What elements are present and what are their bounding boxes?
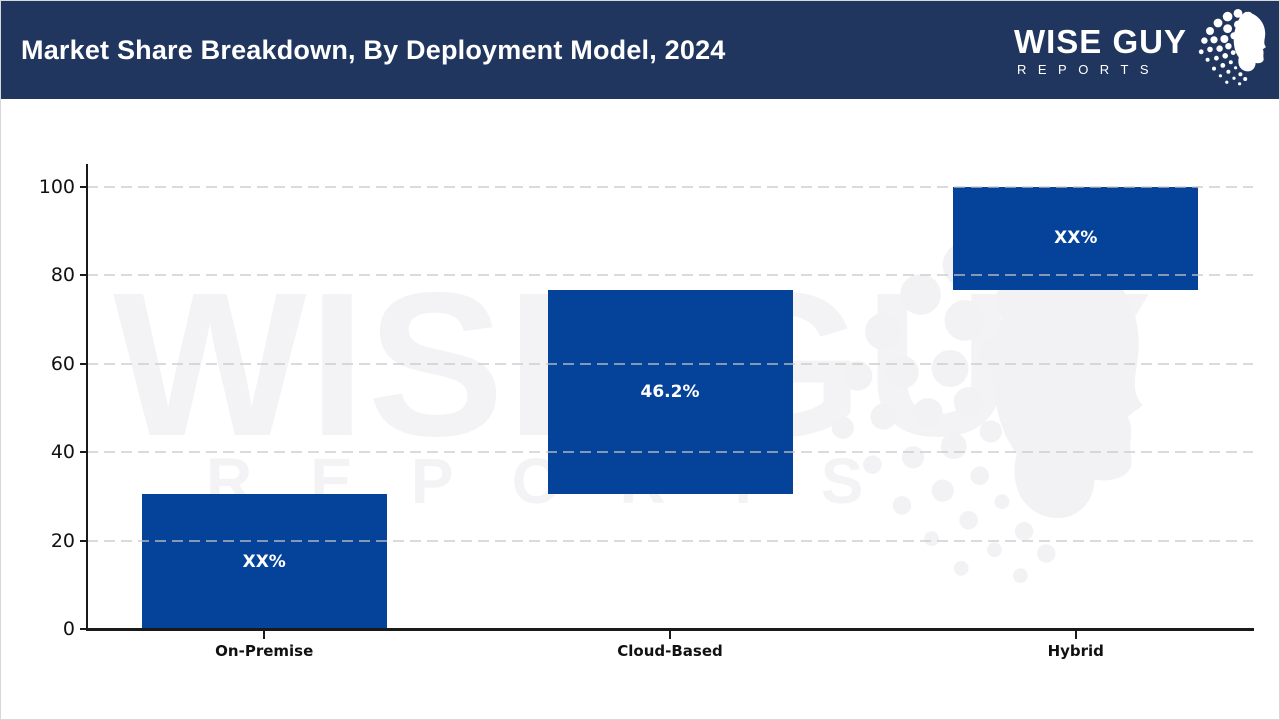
chart: WISE GUY REPORTS XX%On-Premise46.2%Cloud… [1,99,1279,719]
bar-value-label: XX% [1054,228,1098,249]
x-axis-tick [669,631,671,639]
gridline [87,274,1253,277]
x-axis-tick [1074,631,1077,639]
y-tick-label: 60 [50,352,75,375]
y-tick-label: 0 [62,618,75,640]
y-axis-line [86,164,88,631]
gridline [87,539,1253,542]
y-axis-tick [80,186,87,188]
brand-subtitle: REPORTS [1016,62,1161,77]
page-title: Market Share Breakdown, By Deployment Mo… [21,34,726,65]
y-axis-tick [80,628,87,630]
bar-value-label: XX% [242,551,286,572]
y-tick-label: 20 [50,529,75,552]
y-axis-tick [80,451,87,454]
wiseguy-face-icon [1198,9,1266,86]
header-bar: Market Share Breakdown, By Deployment Mo… [1,1,1279,99]
wiseguy-logo: WISE GUY REPORTS [1014,7,1271,95]
x-axis-line [86,628,1254,631]
y-tick-label: 100 [38,176,75,198]
gridline [87,451,1253,454]
y-axis-tick [80,274,87,277]
bar-value-label: 46.2% [640,382,700,403]
x-category-label: On-Premise [215,642,314,660]
x-category-label: Cloud-Based [617,642,723,660]
x-category-label: Hybrid [1047,642,1104,660]
wiseguy-logo-text: WISE GUY REPORTS [1013,23,1187,78]
gridline [87,362,1253,365]
y-tick-label: 80 [50,264,75,287]
y-axis-tick [80,362,87,365]
y-tick-label: 40 [50,441,75,464]
gridline [87,186,1253,188]
brand-name: WISE GUY [1013,23,1187,60]
x-axis-tick [263,631,266,639]
chart-bar [547,289,793,495]
y-axis-tick [80,539,87,542]
chart-bar [141,494,387,629]
